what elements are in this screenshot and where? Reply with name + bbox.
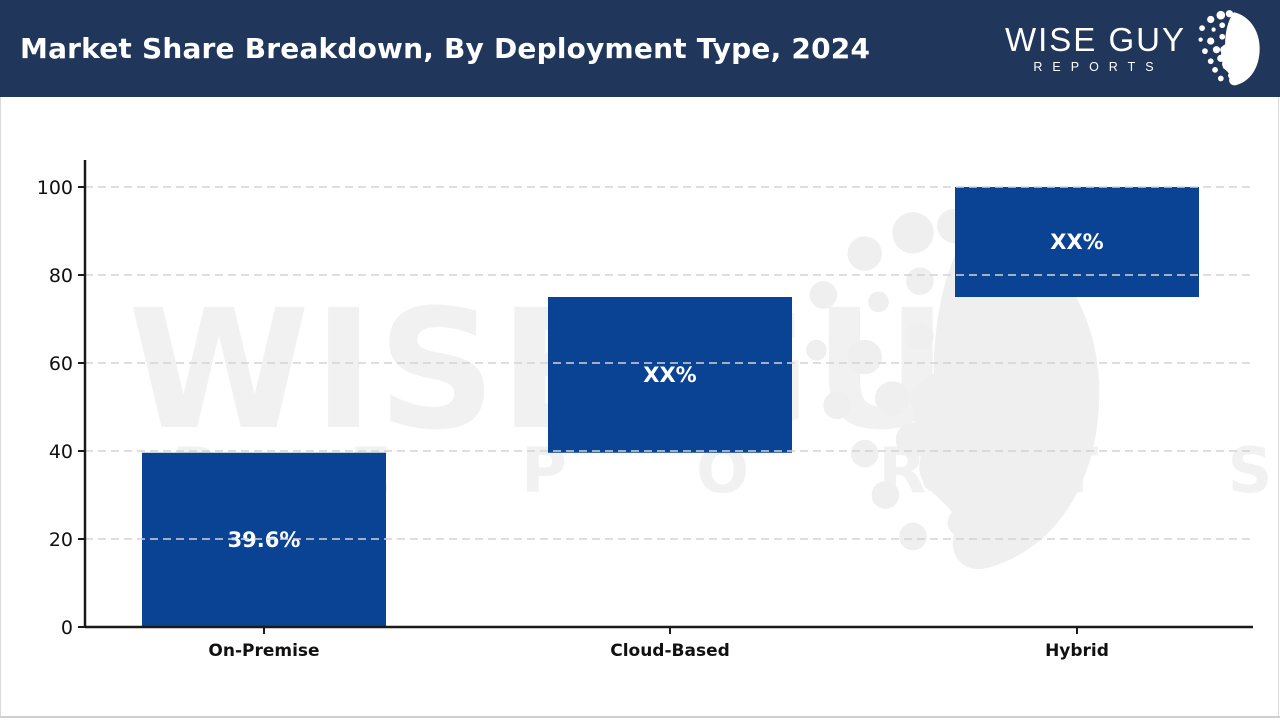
header-bar: Market Share Breakdown, By Deployment Ty… [0,0,1280,97]
y-tick-label: 60 [49,353,73,375]
page-title: Market Share Breakdown, By Deployment Ty… [20,32,871,65]
y-tick-label: 20 [49,529,73,551]
left-border-line [0,97,1,717]
y-tick-label: 40 [49,441,73,463]
y-tick-label: 100 [37,177,73,199]
logo-face-icon [1198,9,1260,85]
logo-primary-text: WISE GUY [1004,21,1186,58]
logo-text: WISE GUY REPORTS [1005,23,1186,74]
bar-segment [955,187,1199,297]
bar-value-label: XX% [1050,230,1103,254]
y-tick-label: 80 [49,265,73,287]
x-category-label: On-Premise [208,641,319,661]
y-tick-label: 0 [61,617,73,639]
bottom-border-line [0,716,1280,718]
waterfall-bar-chart: 39.6% XX% XX% 0 20 40 60 80 100 On-Premise Cloud-B… [37,160,1253,661]
right-border-line [1278,97,1279,717]
bar-segment [548,297,792,453]
logo-secondary-text: REPORTS [1033,60,1164,74]
bar-value-label: XX% [643,363,696,387]
x-category-label: Cloud-Based [610,641,730,661]
x-category-label: Hybrid [1045,641,1109,661]
wise-guy-reports-logo: WISE GUY REPORTS [1005,8,1264,90]
bar-segment [142,452,386,627]
bar-value-label: 39.6% [228,528,301,552]
